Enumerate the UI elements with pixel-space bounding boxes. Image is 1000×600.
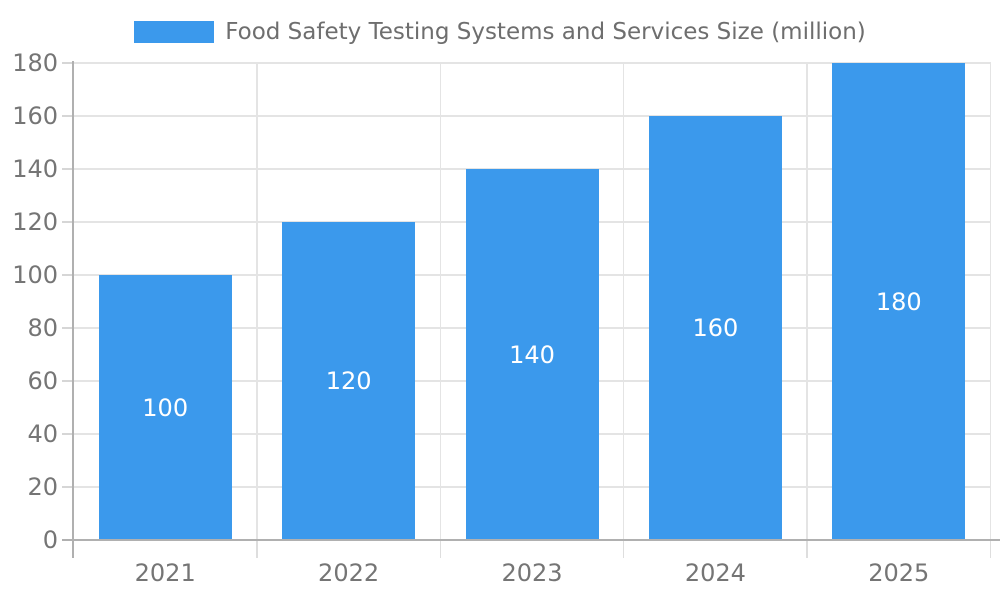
y-tick-label: 100	[12, 261, 58, 289]
y-tick-label: 160	[12, 102, 58, 130]
y-axis-tick	[62, 221, 74, 223]
y-axis-tick	[62, 168, 74, 170]
y-axis-tick	[62, 380, 74, 382]
x-axis-tick	[439, 540, 442, 558]
bar-value-label: 100	[142, 393, 189, 422]
x-gridline	[439, 63, 442, 540]
y-axis-tick	[62, 327, 74, 329]
x-gridline	[622, 63, 625, 540]
x-axis-tick	[622, 540, 625, 558]
y-tick-label: 60	[27, 367, 58, 395]
y-tick-label: 80	[27, 314, 58, 342]
bar: 100	[98, 275, 232, 540]
bar: 180	[832, 63, 966, 540]
bar-value-label: 180	[875, 287, 922, 316]
y-gridline	[73, 62, 991, 64]
y-tick-label: 180	[12, 49, 58, 77]
y-tick-label: 20	[27, 473, 58, 501]
x-tick-label: 2023	[501, 559, 563, 587]
legend-label[interactable]: Food Safety Testing Systems and Services…	[225, 19, 866, 45]
x-gridline	[806, 63, 808, 540]
y-axis-tick	[62, 115, 74, 117]
y-tick-label: 120	[12, 208, 58, 236]
x-tick-label: 2025	[868, 559, 930, 587]
x-axis-tick	[806, 540, 808, 558]
y-axis-line	[72, 61, 74, 558]
bar-value-label: 140	[509, 340, 555, 369]
bar-value-label: 160	[692, 314, 739, 342]
x-tick-label: 2024	[684, 559, 746, 587]
y-tick-label: 140	[12, 155, 58, 183]
y-axis-tick	[62, 62, 74, 64]
legend-swatch[interactable]	[134, 21, 215, 43]
y-gridline	[73, 115, 991, 117]
bar-value-label: 120	[325, 367, 372, 395]
x-axis-line	[62, 539, 1000, 541]
x-gridline	[256, 63, 258, 540]
x-axis-tick	[256, 540, 258, 558]
bar: 120	[282, 222, 416, 540]
x-gridline	[989, 63, 992, 540]
y-axis-tick	[62, 433, 74, 435]
x-tick-label: 2022	[318, 559, 380, 587]
bar: 140	[465, 169, 599, 540]
y-axis-tick	[62, 486, 74, 488]
legend[interactable]: Food Safety Testing Systems and Services…	[0, 19, 1000, 45]
bar: 160	[648, 116, 782, 540]
y-tick-label: 40	[27, 420, 58, 448]
y-tick-label: 0	[42, 526, 58, 554]
x-axis-tick	[989, 540, 992, 558]
x-tick-label: 2021	[134, 559, 196, 587]
y-axis-tick	[62, 274, 74, 276]
